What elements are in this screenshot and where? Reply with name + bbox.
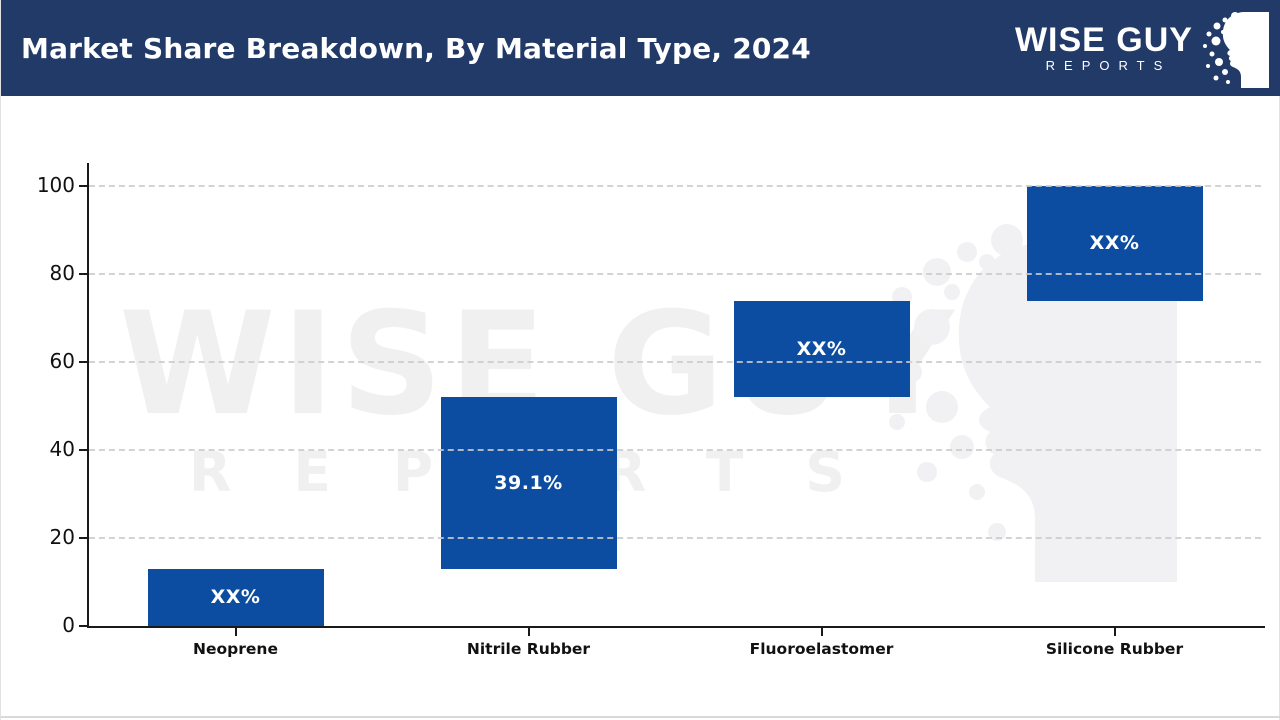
y-tick-mark [79,273,87,275]
x-category-label: Neoprene [193,640,278,658]
y-tick-mark [79,625,87,627]
x-axis-line [87,626,1265,628]
gridline [89,273,1261,275]
bar-value-label: XX% [1089,232,1140,255]
bar-value-label: XX% [210,586,261,609]
gridline [89,361,1261,363]
brand-name: WISE GUY [1014,20,1193,59]
header-bar: Market Share Breakdown, By Material Type… [1,0,1280,96]
y-axis-line [87,163,89,628]
bar-nitrile-rubber: 39.1% [440,396,617,569]
brand-subtitle: REPORTS [1045,58,1172,74]
y-tick-mark [79,449,87,451]
gridline [89,449,1261,451]
x-tick-mark [234,628,237,636]
y-tick-label: 100 [36,173,75,197]
bar-value-label: 39.1% [494,471,563,494]
brand-face-icon [1203,12,1269,88]
x-tick-mark [1113,628,1116,636]
bar-neoprene: XX% [147,568,324,626]
y-tick-label: 20 [49,525,75,549]
x-category-label: Silicone Rubber [1045,640,1184,658]
bar-value-label: XX% [796,337,847,360]
chart-title: Market Share Breakdown, By Material Type… [21,31,811,65]
bottom-border [1,716,1280,718]
y-tick-mark [79,185,87,187]
y-tick-mark [79,537,87,539]
y-tick-label: 40 [49,437,75,461]
brand-logo-text: WISE GUY REPORTS [1014,20,1193,74]
brand-logo: WISE GUY REPORTS [1015,8,1269,88]
bar-silicone-rubber: XX% [1026,186,1203,301]
y-tick-mark [79,361,87,363]
x-tick-mark [820,628,823,636]
x-category-label: Fluoroelastomer [749,640,894,658]
x-category-label: Nitrile Rubber [466,640,591,658]
gridline [89,537,1261,539]
gridline [89,185,1261,187]
y-tick-label: 0 [62,613,75,637]
y-tick-label: 80 [49,261,75,285]
bar-fluoroelastomer: XX% [733,300,910,397]
x-tick-mark [527,628,530,636]
y-tick-label: 60 [49,349,75,373]
plot-area: 0 20 40 60 80 100 XX% Neoprene 39.1% Nitrile Rubb… [1,96,1280,720]
